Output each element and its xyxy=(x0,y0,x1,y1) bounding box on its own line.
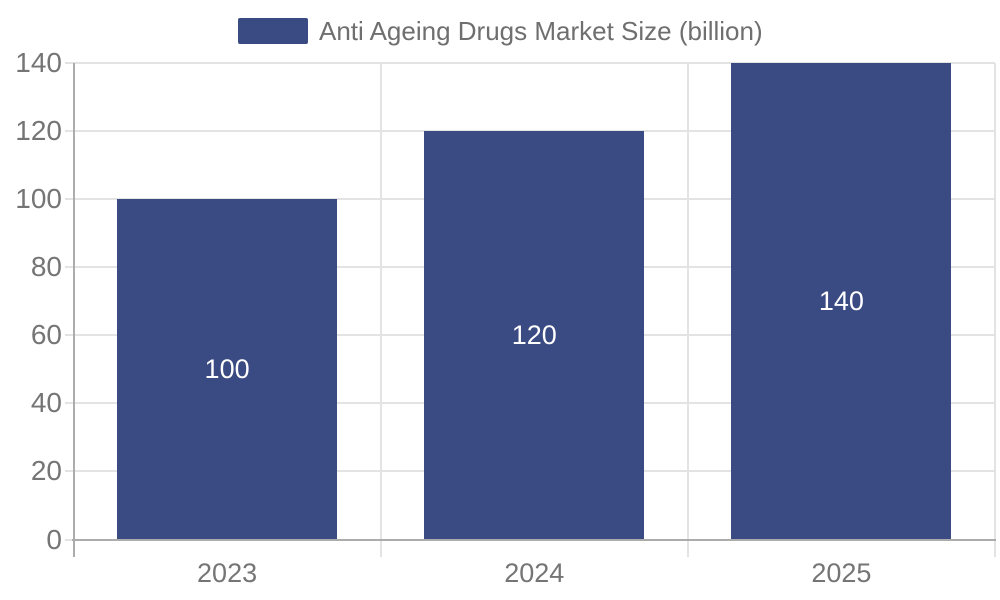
y-axis-tick-100 xyxy=(64,198,74,201)
x-tick-label-2025: 2025 xyxy=(811,557,872,588)
y-tick-label-100: 100 xyxy=(15,183,62,215)
bar-value-2023: 100 xyxy=(204,354,250,385)
y-tick-label-60: 60 xyxy=(30,319,62,351)
x-axis-line xyxy=(72,538,996,541)
bar-2025[interactable] xyxy=(731,63,952,540)
y-axis-tick-140 xyxy=(64,62,74,64)
v-gridline-2 xyxy=(686,63,689,557)
bar-2023[interactable] xyxy=(117,199,338,540)
y-axis-line xyxy=(72,63,75,557)
y-tick-label-40: 40 xyxy=(30,387,62,419)
x-tick-label-2024: 2024 xyxy=(504,557,565,588)
y-axis-tick-120 xyxy=(64,130,74,133)
y-axis-tick-20 xyxy=(64,470,74,473)
y-tick-label-0: 0 xyxy=(46,523,62,555)
bar-value-2025: 140 xyxy=(818,286,864,317)
y-tick-label-120: 120 xyxy=(15,115,62,147)
y-tick-label-80: 80 xyxy=(30,251,62,283)
legend[interactable]: Anti Ageing Drugs Market Size (billion) xyxy=(238,17,763,45)
y-axis-tick-60 xyxy=(64,334,74,337)
v-gridline-3 xyxy=(994,63,996,557)
y-axis-tick-40 xyxy=(64,402,74,405)
bar-2024[interactable] xyxy=(424,131,645,540)
x-tick-label-2023: 2023 xyxy=(197,557,258,588)
legend-label: Anti Ageing Drugs Market Size (billion) xyxy=(319,16,763,46)
y-tick-label-140: 140 xyxy=(15,47,62,78)
bar-value-2024: 120 xyxy=(511,320,557,351)
y-axis-tick-80 xyxy=(64,266,74,269)
legend-swatch xyxy=(238,18,308,44)
y-tick-label-20: 20 xyxy=(30,455,62,487)
y-axis-tick-0 xyxy=(64,538,74,541)
h-gridline-140 xyxy=(73,62,995,64)
v-gridline-1 xyxy=(379,63,382,557)
